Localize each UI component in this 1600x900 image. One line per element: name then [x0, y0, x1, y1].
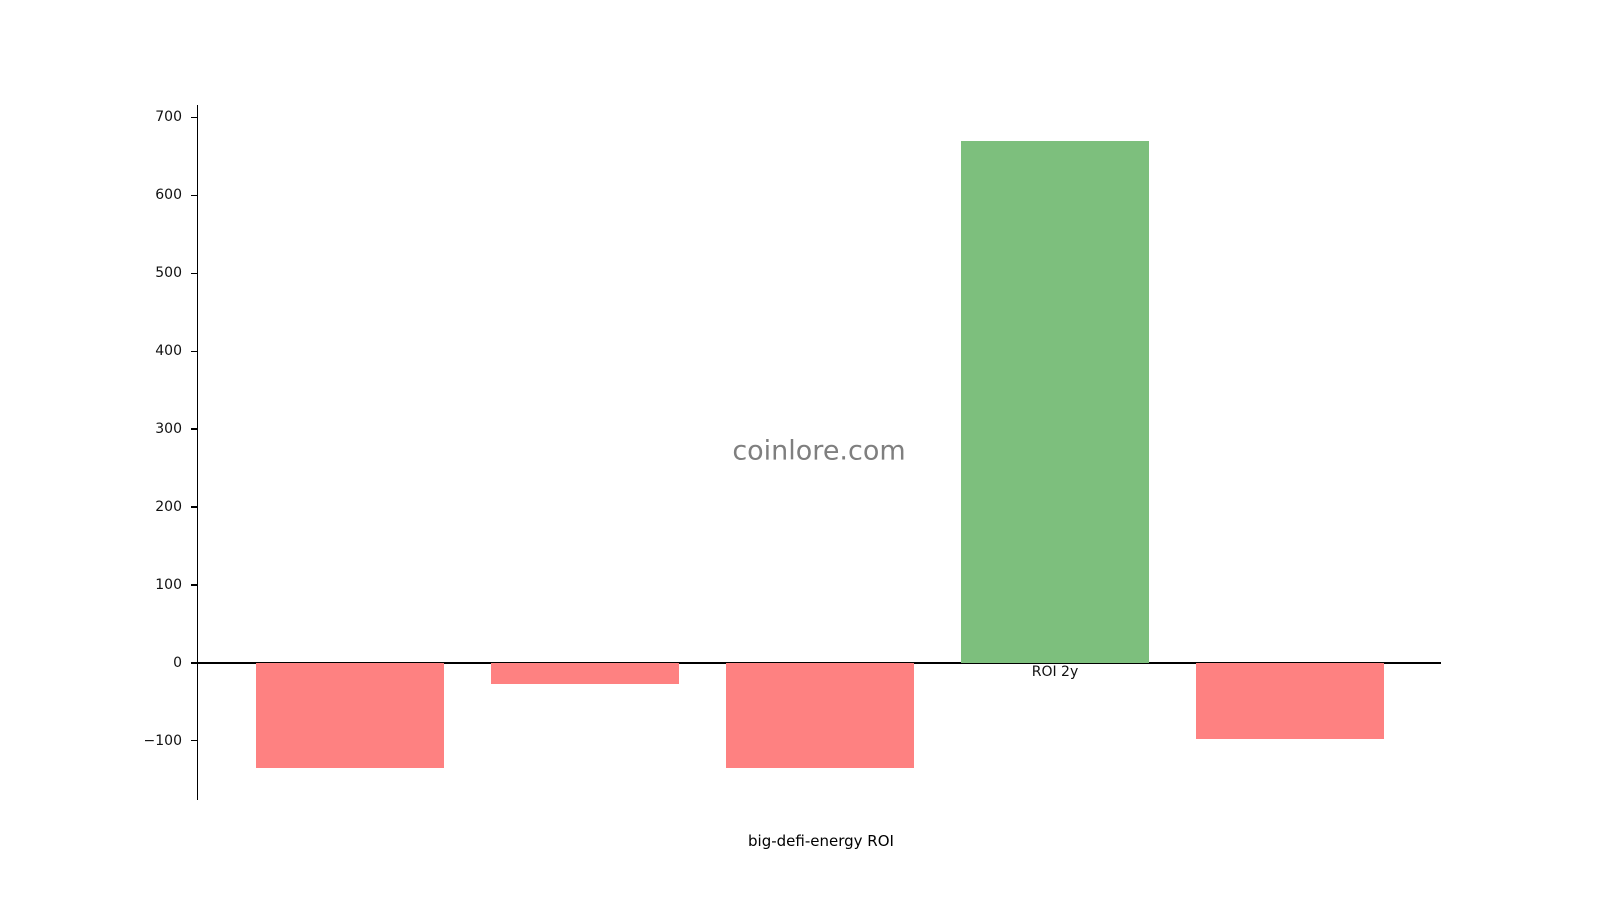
y-tick-label: 600 — [155, 187, 182, 204]
bar-positive — [961, 140, 1149, 663]
watermark-text: coinlore.com — [732, 435, 906, 467]
y-tick-label: 200 — [155, 499, 182, 516]
y-tick-mark — [190, 662, 197, 664]
y-tick-label: 300 — [155, 421, 182, 438]
bar-negative — [256, 662, 444, 769]
bar-negative — [491, 662, 679, 684]
bar-negative — [726, 662, 914, 769]
bar-negative — [1196, 662, 1384, 740]
y-tick-mark — [190, 194, 197, 197]
y-tick-label: −100 — [143, 732, 182, 749]
y-tick-mark — [190, 350, 197, 352]
y-tick-label: 700 — [155, 109, 182, 126]
y-axis-line — [196, 105, 198, 800]
y-tick-mark — [190, 506, 197, 508]
y-tick-mark — [190, 740, 197, 742]
y-tick-label: 500 — [155, 265, 182, 282]
y-tick-mark — [190, 584, 197, 586]
y-tick-mark — [190, 116, 197, 119]
x-tick-label: ROI 2y — [1031, 663, 1079, 680]
y-tick-mark — [190, 272, 197, 274]
y-tick-label: 0 — [173, 654, 182, 671]
y-tick-mark — [190, 428, 197, 430]
y-tick-label: 400 — [155, 343, 182, 360]
chart-title: big-defi-energy ROI — [748, 832, 894, 850]
y-tick-label: 100 — [155, 576, 182, 593]
